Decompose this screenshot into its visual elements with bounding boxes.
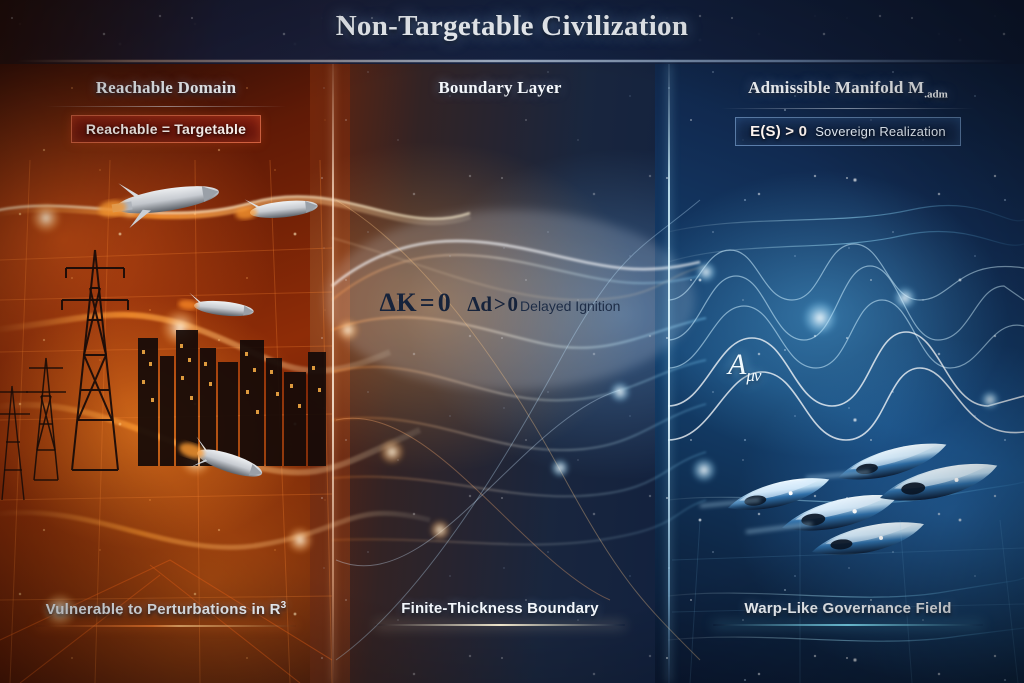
- column-title: Admissible Manifold M.adm: [692, 78, 1004, 100]
- column-header-boundary-layer: Boundary Layer: [356, 78, 644, 107]
- badge-expression: E(S) > 0: [750, 123, 808, 141]
- footer-label-admissible-manifold: Warp-Like Governance Field: [692, 600, 1004, 626]
- page-title: Non-Targetable Civilization: [335, 10, 689, 42]
- footer-underline: [375, 624, 625, 626]
- column-divider-left: [332, 64, 334, 683]
- column-title-subscript: .adm: [924, 88, 948, 101]
- title-banner: Non-Targetable Civilization: [0, 0, 1024, 64]
- footer-text: Warp-Like Governance Field: [744, 600, 952, 617]
- status-badge-reachable: Reachable = Targetable: [70, 115, 262, 143]
- badge-caption: Sovereign Realization: [815, 124, 946, 140]
- column-header-reachable-domain: Reachable Domain Reachable = Targetable: [20, 78, 312, 143]
- footer-text-main: Vulnerable to Perturbations in R: [45, 601, 281, 618]
- field-tensor-annotation: Aμν: [728, 348, 761, 386]
- footer-underline: [36, 625, 296, 627]
- status-badge-sovereign: E(S) > 0 Sovereign Realization: [735, 117, 961, 147]
- footer-text: Vulnerable to Perturbations in R3: [20, 600, 312, 618]
- equation-delta-k: ΔK = 0: [379, 288, 452, 317]
- footer-label-reachable-domain: Vulnerable to Perturbations in R3: [20, 600, 312, 627]
- field-tensor-symbol: A: [728, 348, 747, 381]
- column-title-rule: [722, 108, 974, 110]
- footer-text-exponent: 3: [280, 600, 287, 611]
- field-tensor-indices: μν: [746, 366, 761, 385]
- column-title: Boundary Layer: [438, 78, 562, 97]
- equation-delta-d: Δd > 0: [467, 292, 519, 316]
- equation-note: Delayed Ignition: [520, 298, 621, 314]
- column-title: Reachable Domain: [95, 78, 237, 97]
- title-underline: [16, 60, 1008, 62]
- column-divider-right: [668, 64, 670, 683]
- column-header-admissible-manifold: Admissible Manifold M.adm E(S) > 0 Sovere…: [692, 78, 1004, 147]
- boundary-equation-annotation: ΔK = 0 Δd > 0 Delayed Ignition: [332, 288, 668, 318]
- footer-text: Finite-Thickness Boundary: [401, 600, 599, 617]
- footer-underline: [713, 624, 983, 626]
- column-title-text: Admissible Manifold M: [748, 78, 925, 97]
- footer-label-boundary-layer: Finite-Thickness Boundary: [356, 600, 644, 626]
- column-title-rule: [46, 106, 286, 107]
